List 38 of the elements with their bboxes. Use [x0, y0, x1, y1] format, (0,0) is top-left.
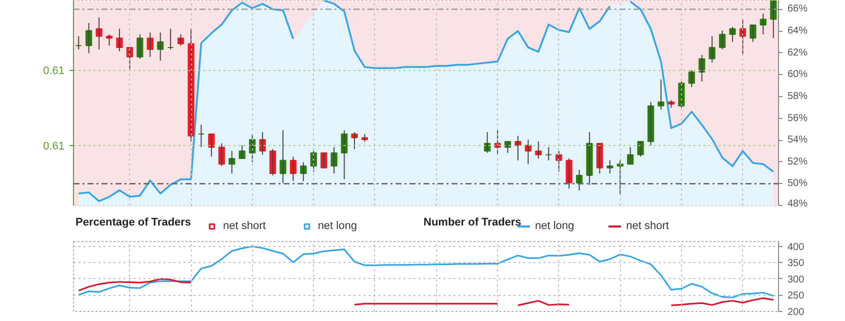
y-tick-label: 0.61 [43, 140, 65, 152]
y2-tick-label: 66% [788, 4, 808, 15]
legend-title: Percentage of Traders [76, 216, 192, 228]
legend-label: net short [223, 220, 266, 232]
y-tick-label: 250 [788, 290, 805, 302]
y2-tick-label: 58% [788, 90, 808, 102]
y-tick-label: 400 [788, 242, 805, 253]
candlestick [729, 26, 736, 42]
candlestick [320, 152, 328, 168]
y-tick-label: 200 [788, 307, 805, 318]
y2-tick-label: 52% [788, 156, 808, 168]
y2-tick-label: 64% [788, 26, 808, 37]
candlestick [586, 132, 593, 186]
y-tick-label: 350 [788, 258, 805, 270]
y-tick-label: 300 [788, 274, 805, 286]
legend-label: net short [626, 220, 669, 232]
y2-tick-label: 54% [788, 134, 808, 146]
candlestick [198, 124, 205, 148]
y2-tick-label: 56% [788, 112, 808, 124]
candlestick [116, 28, 123, 52]
candlestick [545, 146, 552, 161]
legend-title: Number of Traders [424, 216, 522, 228]
y2-tick-label: 50% [788, 178, 808, 190]
candlestick [167, 28, 174, 50]
legend-label: net long [535, 220, 574, 232]
y2-tick-label: 48% [788, 198, 808, 210]
y2-tick-label: 60% [788, 69, 808, 80]
legend-label: net long [318, 220, 357, 232]
candlestick [351, 132, 358, 150]
candlestick [658, 78, 664, 110]
candlestick [566, 158, 572, 190]
candlestick [96, 16, 102, 50]
candlestick [75, 36, 82, 50]
line-series [78, 246, 774, 298]
y-tick-label: 0.61 [43, 65, 65, 78]
candlestick [330, 146, 338, 174]
candlestick [750, 24, 756, 42]
y2-tick-label: 62% [788, 47, 808, 58]
